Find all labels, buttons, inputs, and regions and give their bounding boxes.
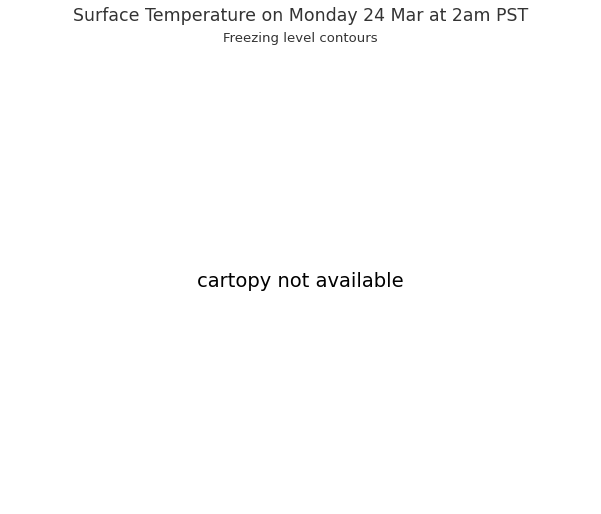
Text: cartopy not available: cartopy not available: [197, 272, 404, 291]
Text: Surface Temperature on Monday 24 Mar at 2am PST: Surface Temperature on Monday 24 Mar at …: [73, 7, 528, 25]
Text: Freezing level contours: Freezing level contours: [223, 31, 378, 45]
